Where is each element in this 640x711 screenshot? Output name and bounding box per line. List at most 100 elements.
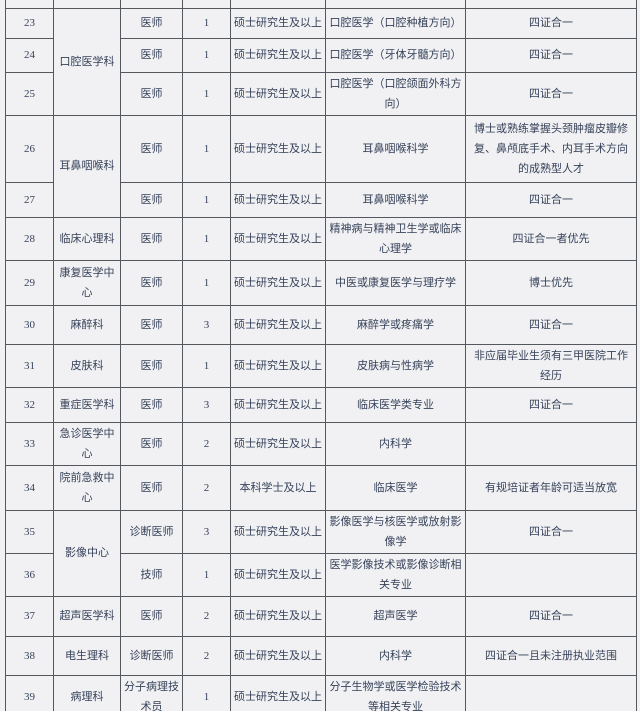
remark-cell: 四证合一 <box>465 509 637 554</box>
count-cell: 1 <box>182 7 231 39</box>
row-number-cell: 30 <box>5 304 54 345</box>
count-cell: 1 <box>182 114 231 183</box>
department-cell: 皮肤科 <box>53 343 121 388</box>
table-row: 37 超声医学科 医师 2 硕士研究生及以上 超声医学 四证合一 <box>5 595 637 637</box>
table-row: 29 康复医学中心 医师 1 硕士研究生及以上 中医或康复医学与理疗学 博士优先 <box>5 259 637 306</box>
row-number-cell: 23 <box>5 7 54 39</box>
education-cell: 硕士研究生及以上 <box>230 674 326 711</box>
table-row: 30 麻醉科 医师 3 硕士研究生及以上 麻醉学或疼痛学 四证合一 <box>5 304 637 345</box>
row-number-cell: 36 <box>5 552 54 597</box>
count-cell: 3 <box>182 304 231 345</box>
row-number-cell: 25 <box>5 71 54 116</box>
position-cell: 医师 <box>120 7 183 39</box>
adjacent-row-cell <box>120 0 183 9</box>
position-cell: 医师 <box>120 595 183 637</box>
education-cell: 硕士研究生及以上 <box>230 37 326 73</box>
count-cell: 1 <box>182 181 231 218</box>
education-cell: 本科学士及以上 <box>230 464 326 511</box>
row-number-cell: 28 <box>5 216 54 261</box>
table-row: 39 病理科 分子病理技术员 1 硕士研究生及以上 分子生物学或医学检验技术等相关专业 <box>5 674 637 711</box>
table-row: 24 医师 1 硕士研究生及以上 口腔医学（牙体牙髓方向） 四证合一 <box>5 37 637 73</box>
row-number-cell: 38 <box>5 635 54 676</box>
education-cell: 硕士研究生及以上 <box>230 509 326 554</box>
position-cell: 诊断医师 <box>120 509 183 554</box>
education-cell: 硕士研究生及以上 <box>230 343 326 388</box>
count-cell: 2 <box>182 635 231 676</box>
department-cell: 耳鼻咽喉科 <box>53 114 121 218</box>
adjacent-row-cell <box>5 0 54 9</box>
education-cell: 硕士研究生及以上 <box>230 7 326 39</box>
position-cell: 技师 <box>120 552 183 597</box>
major-cell: 耳鼻咽喉科学 <box>325 114 466 183</box>
position-cell: 分子病理技术员 <box>120 674 183 711</box>
department-cell: 病理科 <box>53 674 121 711</box>
position-cell: 医师 <box>120 464 183 511</box>
remark-cell: 博士或熟练掌握头颈肿瘤皮瓣修复、鼻颅底手术、内耳手术方向的成熟型人才 <box>465 114 637 183</box>
table-row: 32 重症医学科 医师 3 硕士研究生及以上 临床医学类专业 四证合一 <box>5 386 637 423</box>
department-cell: 康复医学中心 <box>53 259 121 306</box>
position-cell: 医师 <box>120 37 183 73</box>
major-cell: 超声医学 <box>325 595 466 637</box>
adjacent-row-cell <box>53 0 121 9</box>
education-cell: 硕士研究生及以上 <box>230 259 326 306</box>
education-cell: 硕士研究生及以上 <box>230 552 326 597</box>
table-row: 38 电生理科 诊断医师 2 硕士研究生及以上 内科学 四证合一且未注册执业范围 <box>5 635 637 676</box>
department-cell: 重症医学科 <box>53 386 121 423</box>
education-cell: 硕士研究生及以上 <box>230 421 326 466</box>
education-cell: 硕士研究生及以上 <box>230 595 326 637</box>
education-cell: 硕士研究生及以上 <box>230 386 326 423</box>
remark-cell: 四证合一 <box>465 304 637 345</box>
remark-cell: 非应届毕业生须有三甲医院工作经历 <box>465 343 637 388</box>
position-cell: 诊断医师 <box>120 635 183 676</box>
row-number-cell: 32 <box>5 386 54 423</box>
row-number-cell: 31 <box>5 343 54 388</box>
count-cell: 1 <box>182 71 231 116</box>
education-cell: 硕士研究生及以上 <box>230 635 326 676</box>
education-cell: 硕士研究生及以上 <box>230 71 326 116</box>
table-row: 28 临床心理科 医师 1 硕士研究生及以上 精神病与精神卫生学或临床心理学 四证合一者优先 <box>5 216 637 261</box>
remark-cell: 四证合一 <box>465 386 637 423</box>
department-cell: 院前急救中心 <box>53 464 121 511</box>
position-cell: 医师 <box>120 181 183 218</box>
major-cell: 临床医学类专业 <box>325 386 466 423</box>
major-cell: 内科学 <box>325 635 466 676</box>
count-cell: 1 <box>182 216 231 261</box>
department-cell: 电生理科 <box>53 635 121 676</box>
remark-cell: 有规培证者年龄可适当放宽 <box>465 464 637 511</box>
major-cell: 临床医学 <box>325 464 466 511</box>
department-cell: 临床心理科 <box>53 216 121 261</box>
major-cell: 口腔医学（牙体牙髓方向） <box>325 37 466 73</box>
table-row: 23 口腔医学科 医师 1 硕士研究生及以上 口腔医学（口腔种植方向） 四证合一 <box>5 7 637 116</box>
remark-cell: 四证合一 <box>465 181 637 218</box>
adjacent-row-fragment <box>5 0 637 9</box>
department-cell: 超声医学科 <box>53 595 121 637</box>
row-number-cell: 39 <box>5 674 54 711</box>
row-number-cell: 27 <box>5 181 54 218</box>
position-cell: 医师 <box>120 259 183 306</box>
position-cell: 医师 <box>120 71 183 116</box>
adjacent-row-cell <box>230 0 326 9</box>
department-cell: 麻醉科 <box>53 304 121 345</box>
count-cell: 2 <box>182 464 231 511</box>
remark-cell: 博士优先 <box>465 259 637 306</box>
count-cell: 1 <box>182 674 231 711</box>
major-cell: 耳鼻咽喉科学 <box>325 181 466 218</box>
count-cell: 2 <box>182 421 231 466</box>
major-cell: 皮肤病与性病学 <box>325 343 466 388</box>
adjacent-row-cell <box>465 0 637 9</box>
major-cell: 口腔医学（口腔颌面外科方向） <box>325 71 466 116</box>
job-table-body: 23 口腔医学科 医师 1 硕士研究生及以上 口腔医学（口腔种植方向） 四证合一 24 医师 1 硕… <box>5 0 637 711</box>
remark-cell: 四证合一者优先 <box>465 216 637 261</box>
count-cell: 1 <box>182 37 231 73</box>
count-cell: 2 <box>182 595 231 637</box>
major-cell: 精神病与精神卫生学或临床心理学 <box>325 216 466 261</box>
department-cell: 急诊医学中心 <box>53 421 121 466</box>
position-cell: 医师 <box>120 343 183 388</box>
count-cell: 3 <box>182 509 231 554</box>
education-cell: 硕士研究生及以上 <box>230 216 326 261</box>
position-cell: 医师 <box>120 386 183 423</box>
department-cell: 影像中心 <box>53 509 121 597</box>
position-cell: 医师 <box>120 304 183 345</box>
remark-cell: 四证合一且未注册执业范围 <box>465 635 637 676</box>
